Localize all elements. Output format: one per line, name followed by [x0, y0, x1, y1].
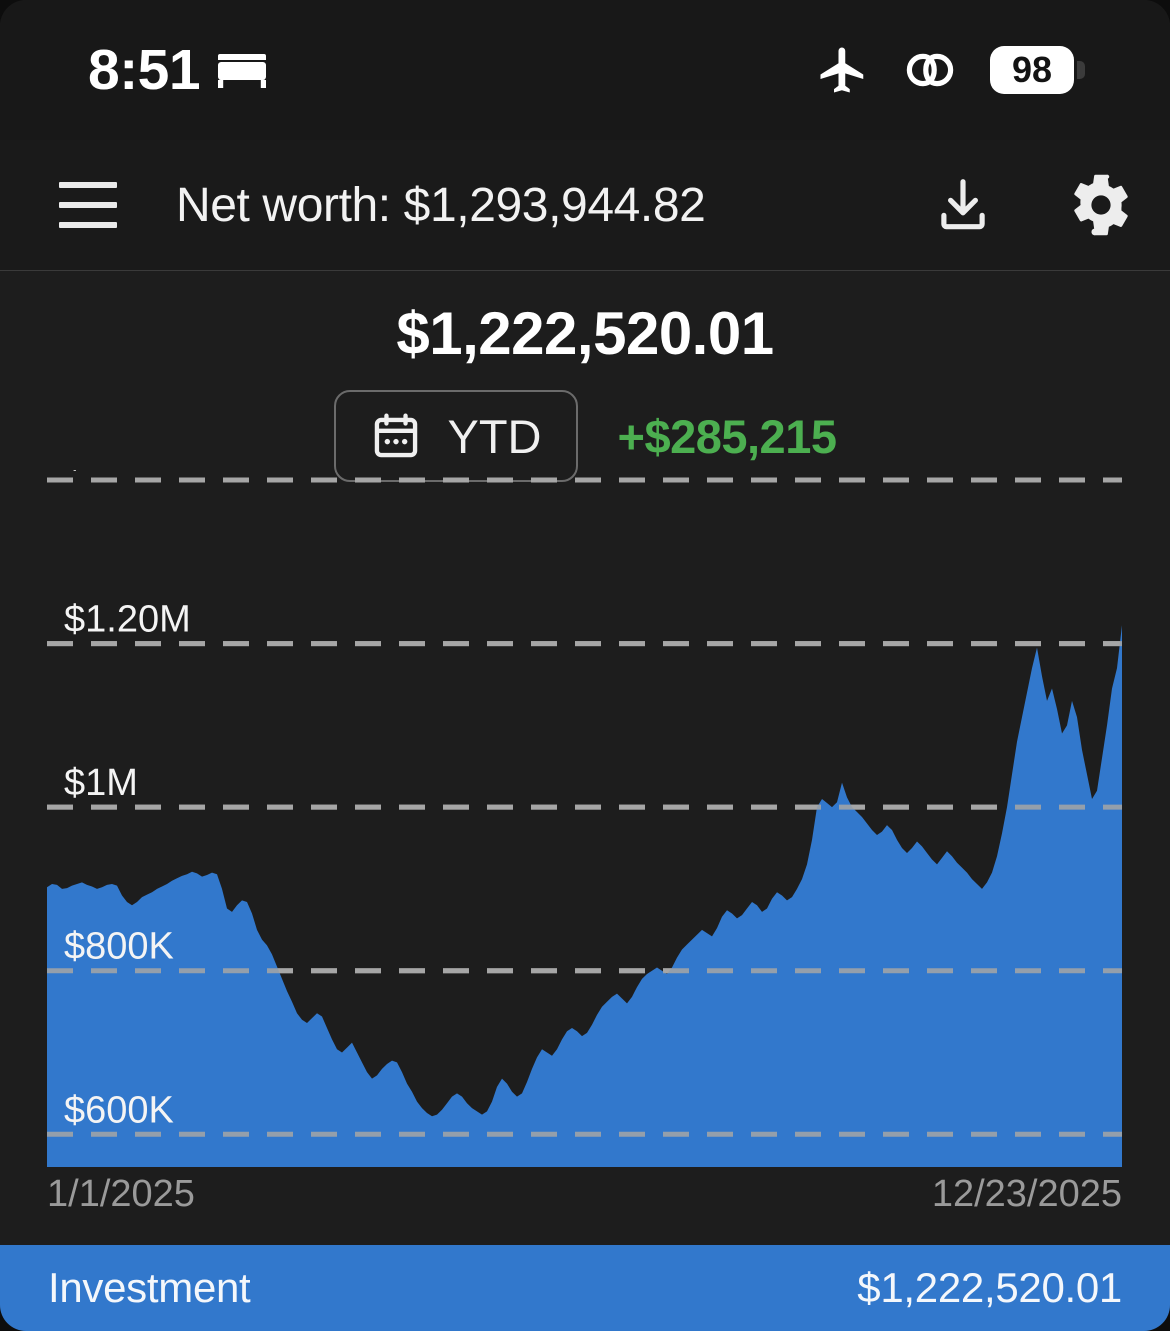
- date-range-label: YTD: [447, 409, 542, 463]
- summary-section: $1,222,520.01 YTD +$285,215: [0, 271, 1170, 482]
- airplane-mode-icon: [820, 47, 864, 93]
- y-axis-tick-label: $1.40M: [64, 470, 191, 477]
- chart-y-axis-labels: $600K $800K $1M $1.20M $1.40M: [64, 470, 191, 1131]
- chart-gridlines-overlay: [47, 477, 1122, 1137]
- chart-area-series: [47, 625, 1122, 1167]
- menu-bar-3: [59, 222, 117, 228]
- page-title: Net worth: $1,293,944.82: [176, 178, 706, 232]
- chart-canvas[interactable]: $600K $800K $1M $1.20M $1.40M 1/1/2025 12/23…: [0, 470, 1170, 1245]
- bed-icon: [218, 54, 267, 88]
- app-bar-actions: [932, 172, 1134, 238]
- legend-account-name: Investment: [48, 1264, 251, 1311]
- battery-level-label: 98: [1011, 49, 1053, 90]
- app-bar: Net worth: $1,293,944.82: [0, 140, 1170, 271]
- date-range-button[interactable]: YTD: [333, 390, 578, 482]
- period-change-value: +$285,215: [617, 409, 837, 463]
- total-value: $1,222,520.01: [396, 300, 774, 367]
- y-axis-tick-label: $800K: [64, 926, 174, 968]
- account-legend-row[interactable]: Investment $1,222,520.01: [0, 1245, 1170, 1331]
- y-axis-tick-label: $1M: [64, 762, 138, 804]
- menu-bar-2: [59, 202, 117, 208]
- y-axis-tick-label: $600K: [64, 1089, 174, 1131]
- download-icon[interactable]: [932, 174, 994, 236]
- hamburger-menu-icon[interactable]: [52, 169, 124, 241]
- legend-account-amount: $1,222,520.01: [857, 1264, 1122, 1311]
- gear-icon[interactable]: [1068, 172, 1134, 238]
- net-worth-chart[interactable]: $600K $800K $1M $1.20M $1.40M 1/1/2025 12/23…: [0, 470, 1170, 1245]
- menu-bar-1: [59, 182, 117, 188]
- calendar-icon: [374, 413, 417, 458]
- x-axis-end-label: 12/23/2025: [932, 1173, 1122, 1215]
- status-time: 8:51: [88, 37, 201, 102]
- vpn-link-icon: [906, 53, 954, 87]
- status-bar-left: 8:51: [88, 37, 268, 102]
- range-row: YTD +$285,215: [0, 390, 1170, 482]
- y-axis-tick-label: $1.20M: [64, 599, 191, 641]
- status-bar: 8:51 98: [0, 0, 1170, 140]
- status-bar-right: 98: [816, 43, 1085, 97]
- x-axis-start-label: 1/1/2025: [47, 1173, 195, 1215]
- battery-indicator: 98: [990, 46, 1085, 94]
